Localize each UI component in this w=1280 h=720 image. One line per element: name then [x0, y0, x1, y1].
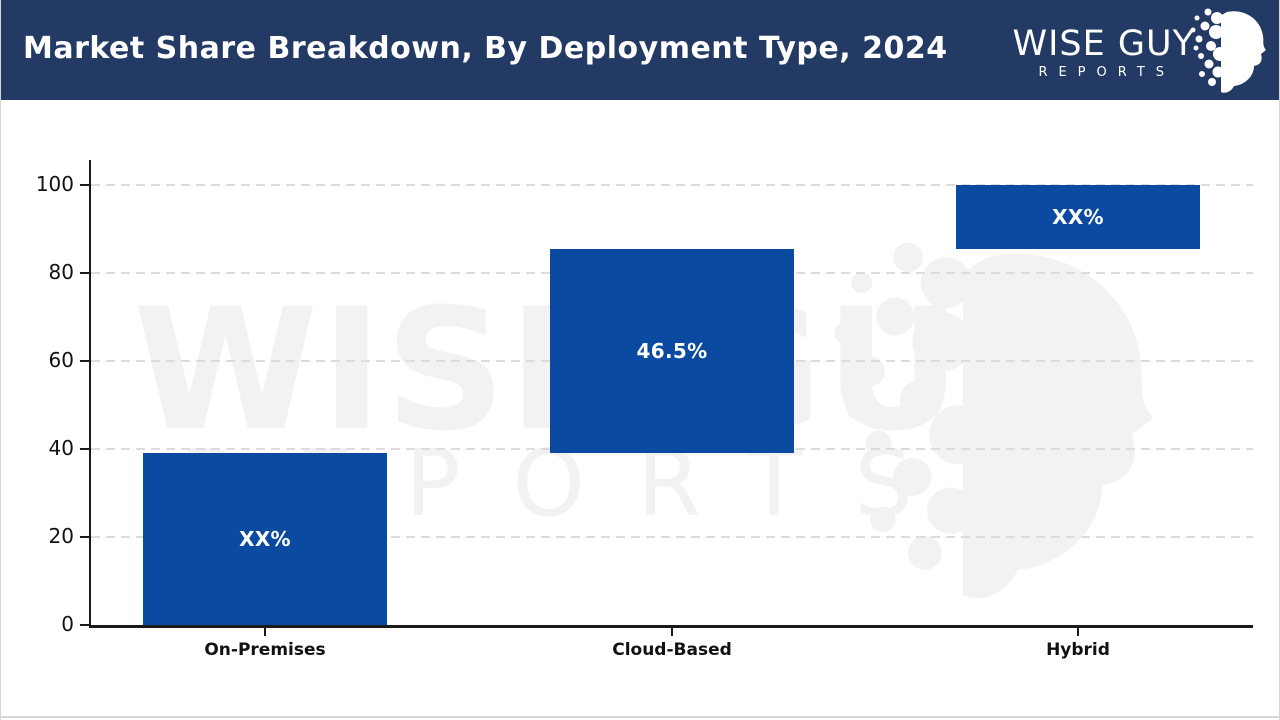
- y-axis-label-20: 20: [48, 524, 74, 548]
- bar-on-premises: XX%: [143, 453, 387, 625]
- bar-cloud-based: 46.5%: [550, 248, 794, 454]
- y-axis-tick-60: [80, 360, 89, 362]
- bar-value-label: XX%: [1052, 204, 1104, 229]
- bar-hybrid: XX%: [956, 185, 1200, 249]
- logo-head-icon: [1190, 8, 1266, 93]
- page-title: Market Share Breakdown, By Deployment Ty…: [23, 31, 948, 67]
- gridline-y-100: [91, 184, 1253, 186]
- watermark-head-icon: [834, 242, 1153, 599]
- y-axis-label-0: 0: [61, 612, 74, 636]
- y-axis-label-40: 40: [48, 436, 74, 460]
- y-axis-label-60: 60: [48, 348, 74, 372]
- logo-wordmark-top: WISE GUY: [1012, 24, 1195, 64]
- bar-value-label: XX%: [239, 527, 291, 552]
- x-axis-line: [89, 625, 1253, 628]
- logo-wiseguy-reports: WISE GUY REPORTS: [1005, 6, 1273, 96]
- category-label-2: Hybrid: [1046, 640, 1110, 660]
- y-axis-line: [89, 160, 91, 628]
- x-axis-tick-1: [671, 628, 673, 636]
- y-axis-tick-40: [80, 448, 89, 450]
- y-axis-tick-100: [80, 184, 89, 186]
- category-label-0: On-Premises: [204, 640, 326, 660]
- category-label-1: Cloud-Based: [612, 640, 732, 660]
- x-axis-tick-0: [264, 628, 266, 636]
- y-axis-tick-80: [80, 272, 89, 274]
- x-axis-tick-2: [1077, 628, 1079, 636]
- header-bar: Market Share Breakdown, By Deployment Ty…: [1, 0, 1279, 100]
- bar-value-label: 46.5%: [636, 339, 708, 364]
- y-axis-label-80: 80: [48, 260, 74, 284]
- gridline-y-20: [91, 536, 1253, 538]
- y-axis-label-100: 100: [35, 172, 74, 196]
- y-axis-tick-20: [80, 536, 89, 538]
- y-axis-tick-0: [80, 624, 89, 626]
- logo-wordmark-bottom: REPORTS: [1038, 64, 1176, 80]
